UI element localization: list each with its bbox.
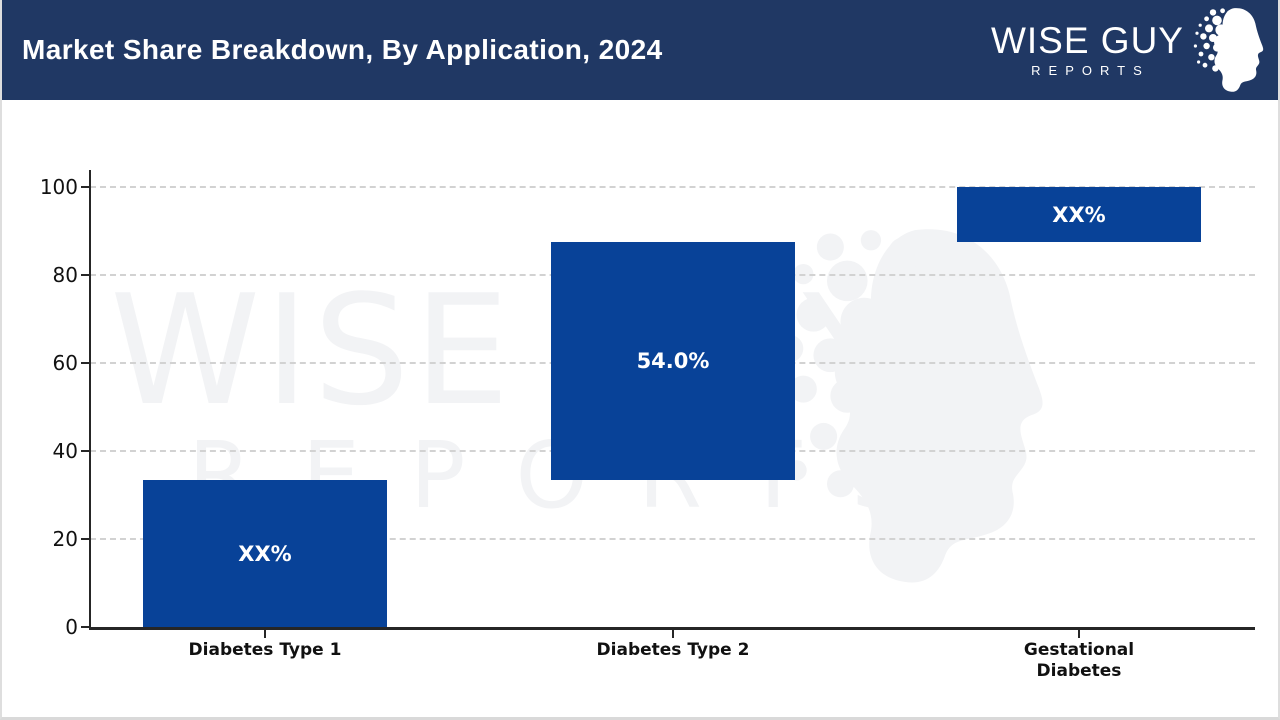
chart-canvas: WISE GUY REPORTS 020406080100XX%Diabetes… [2,100,1278,717]
y-tick-mark [81,186,90,188]
x-tick-mark [1078,630,1080,638]
x-tick-mark [672,630,674,638]
bar-3: XX% [957,187,1201,243]
x-tick-mark [264,630,266,638]
grid-line [90,186,1255,188]
logo-subtext: REPORTS [1031,63,1150,78]
grid-line [90,538,1255,540]
x-axis-line [89,627,1255,630]
logo-wordmark: WISE GUY [990,20,1184,61]
y-tick-label: 0 [65,615,78,639]
x-tick-label: Diabetes Type 2 [596,640,750,660]
y-tick-label: 80 [52,263,78,287]
bar-value-label: XX% [238,541,292,566]
bar-1: XX% [143,480,387,627]
y-tick-label: 20 [52,527,78,551]
brand-logo: WISE GUY REPORTS [991,6,1272,94]
x-tick-label: Gestational Diabetes [1023,640,1135,682]
bar-value-label: 54.0% [636,349,710,374]
y-tick-mark [81,450,90,452]
dotted-head-icon [1186,6,1272,94]
y-tick-label: 100 [39,175,78,199]
y-axis-line [89,170,91,629]
y-tick-mark [81,274,90,276]
bar-value-label: XX% [1052,202,1106,227]
page-title: Market Share Breakdown, By Application, … [22,34,663,65]
y-tick-mark [81,538,90,540]
x-tick-label: Diabetes Type 1 [188,640,342,660]
y-tick-mark [81,362,90,364]
y-tick-label: 60 [52,351,78,375]
brand-logo-text: WISE GUY REPORTS [991,22,1184,78]
y-tick-label: 40 [52,439,78,463]
y-tick-mark [81,626,90,628]
bar-2: 54.0% [551,242,795,481]
header-bar: Market Share Breakdown, By Application, … [2,0,1278,100]
